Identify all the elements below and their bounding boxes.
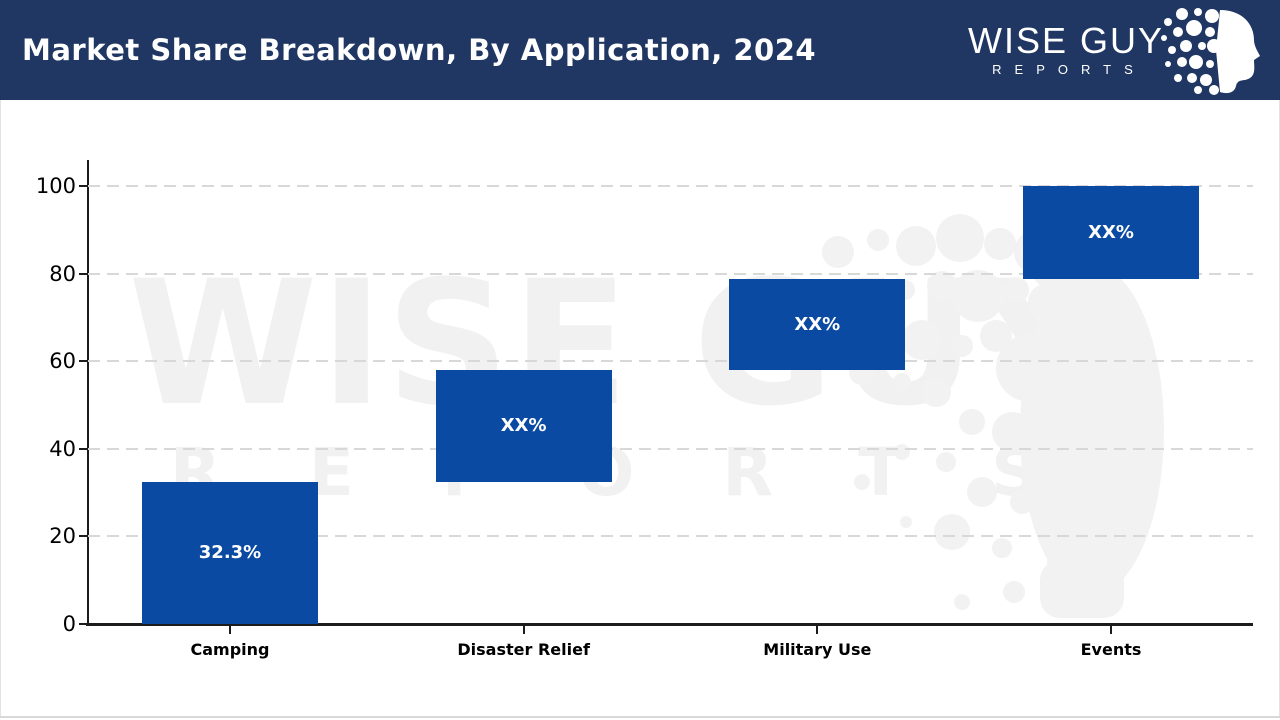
y-tick-label: 40 <box>49 436 76 461</box>
y-tick-40 <box>79 447 87 450</box>
wiseguy-logo-text: WISE GUY REPORTS <box>968 22 1164 78</box>
bar-value-label: XX% <box>500 415 547 437</box>
wiseguy-logo-subtitle: REPORTS <box>992 62 1146 77</box>
bar-value-label: XX% <box>794 313 841 335</box>
y-tick-20 <box>79 535 87 537</box>
gridline-60 <box>88 360 1253 362</box>
y-tick-0 <box>79 622 87 625</box>
wiseguy-logo-wordmark: WISE GUY <box>967 20 1164 61</box>
category-label: Disaster Relief <box>457 640 590 659</box>
x-tick-3 <box>1110 626 1112 634</box>
category-label: Military Use <box>763 640 872 659</box>
bar-camping: 32.3% <box>142 482 318 624</box>
x-tick-0 <box>229 626 231 634</box>
y-tick-label: 20 <box>49 524 76 548</box>
wiseguy-logo: WISE GUY REPORTS <box>968 2 1280 98</box>
category-label: Events <box>1080 640 1142 659</box>
x-axis-line <box>86 623 1253 626</box>
bar-value-label: XX% <box>1088 222 1134 244</box>
bar-value-label: 32.3% <box>198 542 262 564</box>
y-axis-line <box>87 160 89 625</box>
gridline-100 <box>88 185 1253 187</box>
y-tick-100 <box>79 185 87 187</box>
page-title: Market Share Breakdown, By Application, … <box>22 33 817 67</box>
x-tick-2 <box>816 626 819 634</box>
x-tick-1 <box>522 626 525 634</box>
category-label: Camping <box>190 640 270 659</box>
y-tick-80 <box>79 272 87 275</box>
bar-disaster-relief: XX% <box>435 369 612 483</box>
y-tick-label: 60 <box>49 349 76 373</box>
y-tick-label: 0 <box>62 611 76 636</box>
gridline-20 <box>88 535 1253 537</box>
bar-military-use: XX% <box>729 279 906 370</box>
y-tick-label: 100 <box>35 174 76 198</box>
header-bar: Market Share Breakdown, By Application, … <box>0 0 1280 100</box>
bar-events: XX% <box>1023 186 1199 280</box>
y-tick-60 <box>79 360 87 362</box>
bottom-divider <box>0 716 1280 718</box>
gridline-80 <box>88 272 1253 275</box>
y-tick-label: 80 <box>49 261 76 286</box>
wiseguy-head-icon <box>1161 8 1260 95</box>
gridline-40 <box>88 447 1253 450</box>
